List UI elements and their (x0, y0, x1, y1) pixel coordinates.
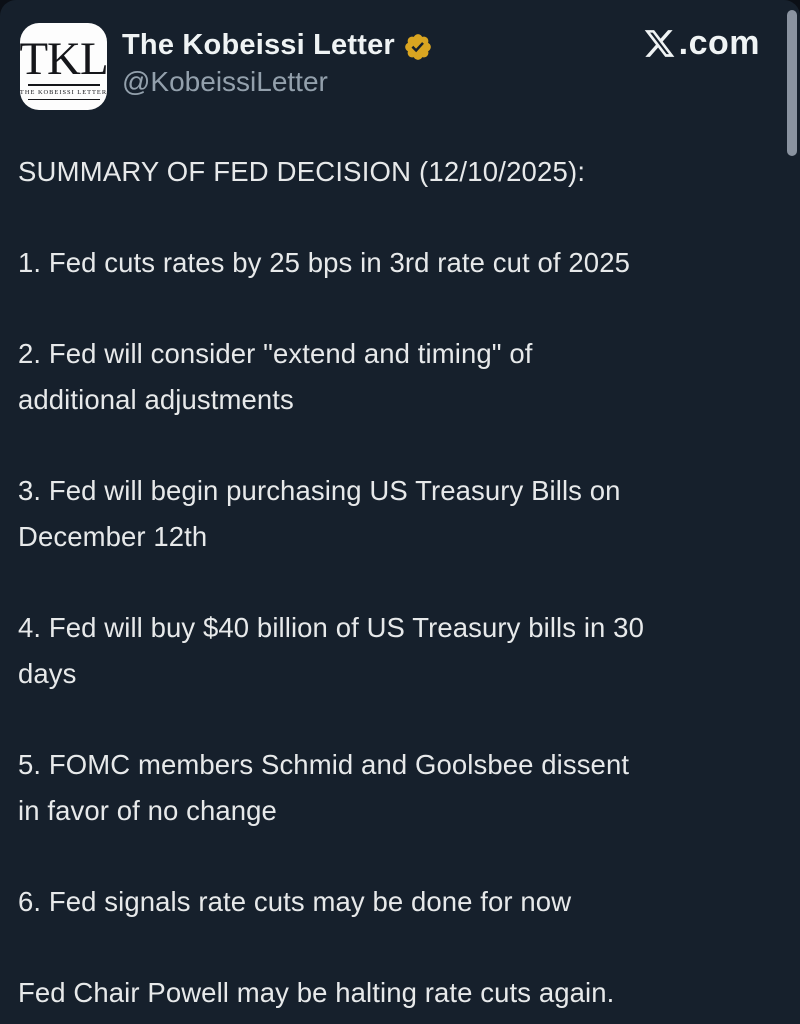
avatar-rule-bottom (27, 98, 100, 101)
tweet-paragraph-3: 3. Fed will begin purchasing US Treasury… (18, 475, 621, 552)
avatar-monogram: TKL (19, 32, 108, 85)
x-logo-icon (644, 30, 675, 57)
watermark-domain-text: .com (678, 24, 760, 62)
gold-verified-icon (403, 32, 433, 62)
scrollbar-thumb[interactable] (787, 10, 797, 156)
avatar-caption: THE KOBEISSI LETTER (19, 88, 108, 96)
author-block: The Kobeissi Letter @KobeissiLetter (122, 23, 433, 98)
tweet-paragraph-4: 4. Fed will buy $40 billion of US Treasu… (18, 612, 644, 689)
avatar[interactable]: TKL THE KOBEISSI LETTER (19, 23, 109, 110)
tweet-paragraph-closing: Fed Chair Powell may be halting rate cut… (18, 977, 615, 1008)
tweet-paragraph-1: 1. Fed cuts rates by 25 bps in 3rd rate … (18, 247, 630, 278)
user-handle[interactable]: @KobeissiLetter (122, 66, 328, 97)
x-com-watermark: .com (643, 23, 760, 60)
tweet-paragraph-5: 5. FOMC members Schmid and Goolsbee diss… (18, 749, 630, 826)
tweet-paragraph-summary: SUMMARY OF FED DECISION (12/10/2025): (18, 156, 586, 187)
tweet-paragraph-2: 2. Fed will consider "extend and timing"… (18, 338, 533, 415)
avatar-rule-top (27, 83, 100, 86)
tweet-header: TKL THE KOBEISSI LETTER The Kobeissi Let… (0, 0, 800, 110)
display-name[interactable]: The Kobeissi Letter (122, 29, 395, 61)
tweet-body: SUMMARY OF FED DECISION (12/10/2025): 1.… (0, 149, 800, 1016)
tweet-paragraph-6: 6. Fed signals rate cuts may be done for… (18, 886, 572, 917)
